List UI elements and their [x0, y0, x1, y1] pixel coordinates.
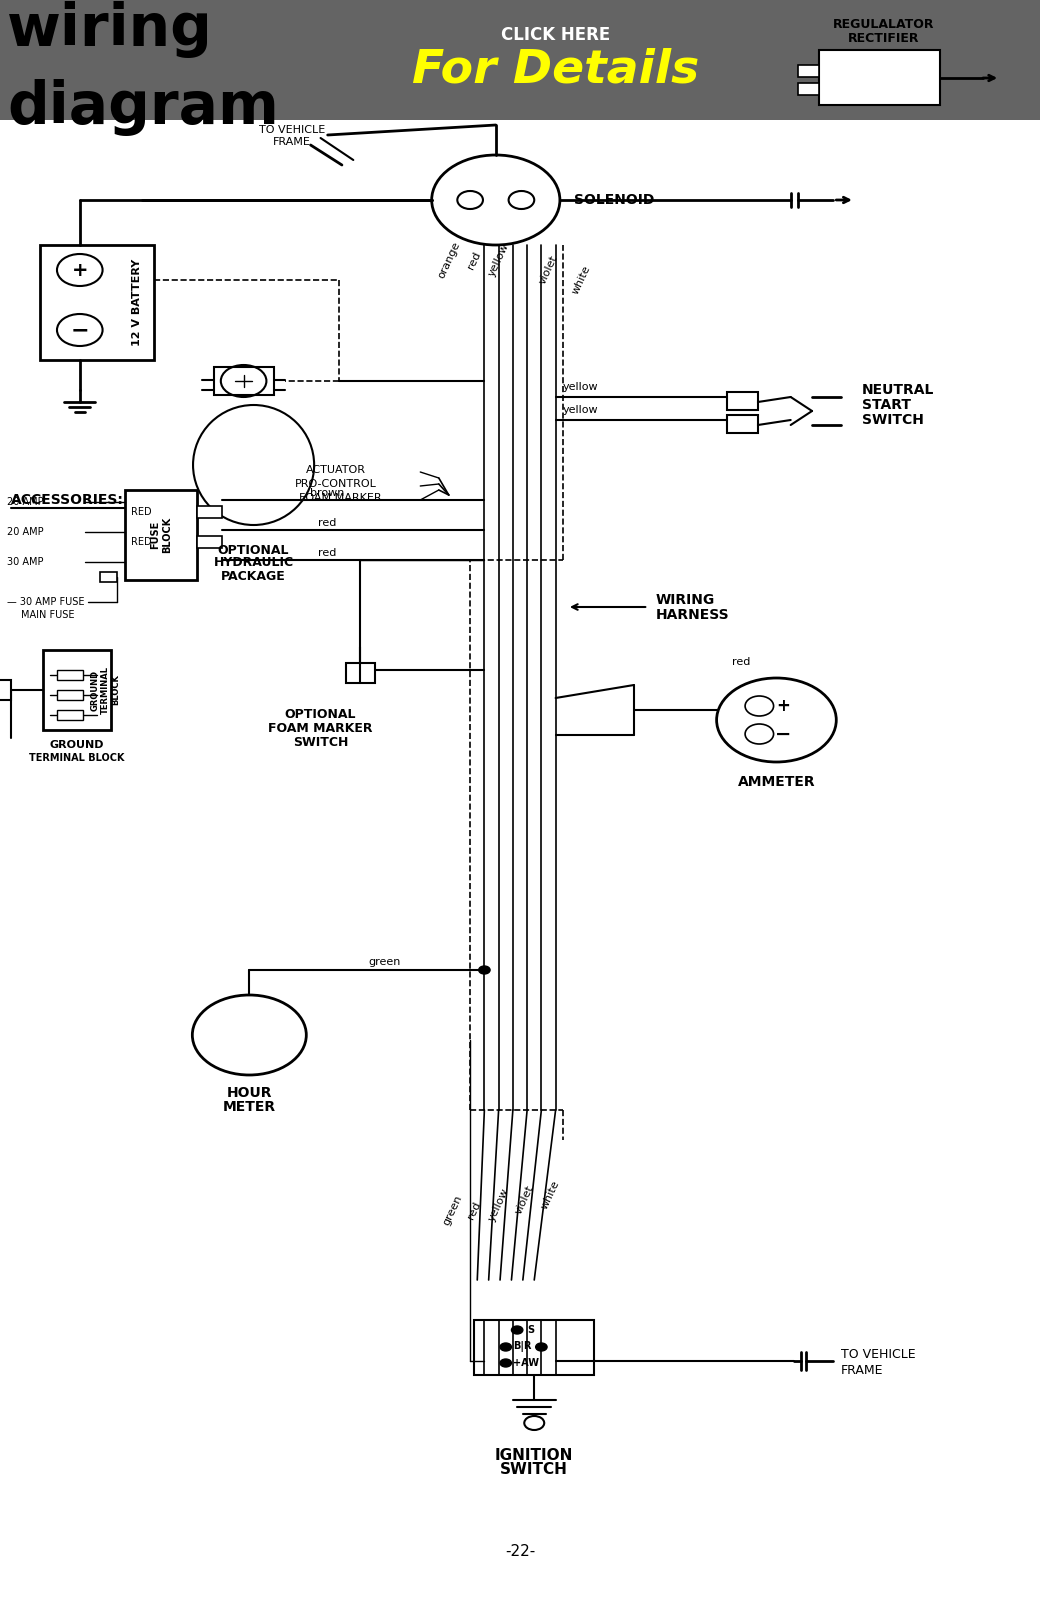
- Bar: [40, 245, 154, 360]
- Text: WIRING: WIRING: [655, 594, 714, 606]
- Text: TO VEHICLE: TO VEHICLE: [259, 125, 326, 134]
- Text: 20 AMP: 20 AMP: [7, 526, 44, 538]
- Text: PRO-CONTROL: PRO-CONTROL: [295, 478, 376, 490]
- Text: OPTIONAL: OPTIONAL: [285, 709, 357, 722]
- Text: FOAM MARKER: FOAM MARKER: [300, 493, 382, 502]
- Text: GROUND
TERMINAL
BLOCK: GROUND TERMINAL BLOCK: [90, 666, 121, 714]
- Text: B|R: B|R: [513, 1341, 531, 1352]
- Text: brown: brown: [311, 488, 345, 498]
- Bar: [798, 66, 820, 77]
- Bar: [197, 536, 223, 547]
- Text: white: white: [570, 264, 592, 296]
- Text: RED: RED: [131, 538, 152, 547]
- Text: white: white: [539, 1179, 561, 1211]
- Text: PACKAGE: PACKAGE: [222, 570, 286, 582]
- Text: orange: orange: [436, 240, 462, 280]
- Text: -22-: -22-: [504, 1544, 536, 1560]
- Text: 12 V BATTERY: 12 V BATTERY: [132, 259, 141, 346]
- Text: RED: RED: [131, 507, 152, 517]
- Bar: [43, 650, 111, 730]
- Text: +AW: +AW: [513, 1358, 539, 1368]
- Text: violet: violet: [513, 1184, 536, 1216]
- Text: SWITCH: SWITCH: [293, 736, 348, 749]
- Text: — 30 AMP FUSE: — 30 AMP FUSE: [7, 597, 84, 606]
- Bar: [727, 392, 758, 410]
- Text: wiring: wiring: [7, 2, 213, 59]
- Text: +: +: [72, 261, 88, 280]
- Text: red: red: [466, 250, 483, 270]
- Text: −: −: [776, 725, 791, 744]
- Text: HOUR: HOUR: [227, 1086, 272, 1101]
- Bar: [126, 490, 197, 579]
- Text: −: −: [71, 320, 89, 341]
- Text: For Details: For Details: [412, 48, 699, 93]
- Bar: [346, 662, 374, 683]
- Text: ACTUATOR: ACTUATOR: [307, 466, 366, 475]
- Text: OPTIONAL: OPTIONAL: [217, 544, 289, 557]
- Text: red: red: [318, 547, 337, 558]
- Text: +: +: [777, 698, 790, 715]
- Bar: [57, 710, 82, 720]
- Circle shape: [500, 1342, 512, 1350]
- Circle shape: [512, 1326, 523, 1334]
- Text: TERMINAL BLOCK: TERMINAL BLOCK: [29, 754, 125, 763]
- Text: 30 AMP: 30 AMP: [7, 557, 44, 566]
- Text: SWITCH: SWITCH: [500, 1462, 568, 1477]
- Bar: [57, 690, 82, 701]
- Circle shape: [536, 1342, 547, 1350]
- Bar: [100, 573, 116, 582]
- Bar: [213, 366, 274, 395]
- Text: REGULALATOR: REGULALATOR: [833, 19, 934, 32]
- Text: red: red: [318, 518, 337, 528]
- Text: yellow: yellow: [563, 382, 598, 392]
- Bar: [474, 1320, 594, 1374]
- Text: green: green: [368, 957, 400, 966]
- Text: ACCESSORIES:: ACCESSORIES:: [11, 493, 124, 507]
- Text: HARNESS: HARNESS: [655, 608, 729, 622]
- Text: green: green: [442, 1194, 465, 1227]
- Text: CLICK HERE: CLICK HERE: [501, 26, 610, 43]
- Text: SOLENOID: SOLENOID: [574, 194, 654, 206]
- Text: RECTIFIER: RECTIFIER: [848, 32, 919, 45]
- Circle shape: [500, 1358, 512, 1366]
- Text: yellow: yellow: [487, 1187, 511, 1224]
- Bar: [57, 670, 82, 680]
- Text: FUSE
BLOCK: FUSE BLOCK: [150, 517, 172, 554]
- Text: diagram: diagram: [7, 80, 279, 136]
- Text: FRAME: FRAME: [274, 138, 311, 147]
- Text: FOAM MARKER: FOAM MARKER: [268, 723, 372, 736]
- Text: GROUND: GROUND: [50, 739, 104, 750]
- Text: IGNITION: IGNITION: [495, 1448, 573, 1462]
- Text: MAIN FUSE: MAIN FUSE: [22, 610, 75, 619]
- Bar: [820, 50, 940, 106]
- Circle shape: [478, 966, 490, 974]
- Bar: [197, 506, 223, 518]
- Text: S: S: [527, 1325, 535, 1334]
- Text: red: red: [731, 658, 750, 667]
- Bar: [798, 83, 820, 94]
- Text: NEUTRAL: NEUTRAL: [862, 382, 934, 397]
- Bar: [0, 680, 11, 701]
- Text: 20 AMP: 20 AMP: [7, 498, 44, 507]
- Text: red: red: [466, 1200, 483, 1221]
- Bar: [727, 414, 758, 434]
- Text: yellow: yellow: [563, 405, 598, 414]
- Text: METER: METER: [223, 1101, 276, 1114]
- Text: TO VEHICLE: TO VEHICLE: [840, 1349, 915, 1362]
- Text: violet: violet: [538, 254, 560, 286]
- Text: HYDRAULIC: HYDRAULIC: [213, 557, 293, 570]
- Text: FRAME: FRAME: [840, 1363, 883, 1376]
- Text: START: START: [862, 398, 911, 411]
- Text: yellow: yellow: [487, 242, 511, 278]
- Text: SWITCH: SWITCH: [862, 413, 924, 427]
- Text: AMMETER: AMMETER: [737, 774, 815, 789]
- Bar: [0, 0, 1040, 120]
